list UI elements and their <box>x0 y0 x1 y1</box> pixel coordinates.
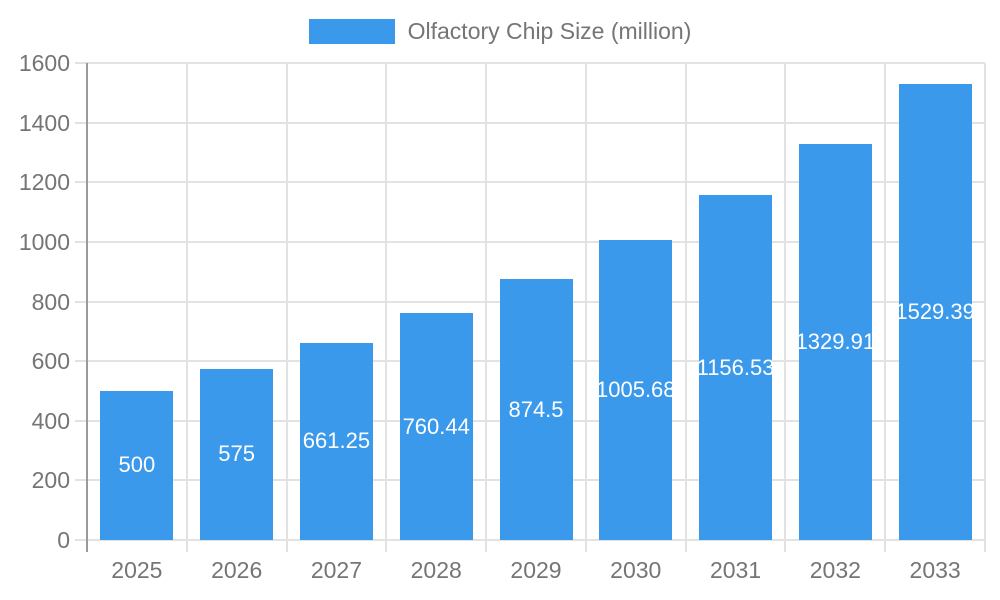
x-axis-label: 2030 <box>610 557 662 583</box>
bar-2025[interactable] <box>100 390 174 540</box>
x-axis-label: 2031 <box>709 557 762 583</box>
bar-value-label: 874.5 <box>508 396 564 422</box>
x-axis-label: 2032 <box>809 557 861 583</box>
x-tick-mark <box>684 540 687 552</box>
gridline-h <box>87 121 985 124</box>
x-tick-mark <box>784 540 787 552</box>
y-axis-line <box>86 63 88 552</box>
legend-label: Olfactory Chip Size (million) <box>407 18 692 44</box>
bar-2027[interactable] <box>299 342 373 540</box>
y-axis-label: 400 <box>31 407 70 434</box>
gridline-h <box>87 62 985 64</box>
bar-value-label: 500 <box>118 452 156 478</box>
gridline-v <box>984 63 986 540</box>
y-tick-mark <box>75 539 87 541</box>
y-axis-label: 1400 <box>18 109 70 136</box>
gridline-v <box>584 63 587 540</box>
x-tick-mark <box>285 540 288 552</box>
y-tick-mark <box>75 360 87 363</box>
gridline-v <box>784 63 787 540</box>
bar-2028[interactable] <box>399 313 473 540</box>
bar-value-label: 1529.39 <box>895 299 975 325</box>
bar-value-label: 1156.53 <box>696 354 775 380</box>
bar-2029[interactable] <box>499 279 573 540</box>
gridline-v <box>884 63 887 540</box>
y-axis-label: 1000 <box>18 228 70 255</box>
y-axis-label: 600 <box>31 348 70 375</box>
legend-swatch <box>308 19 395 44</box>
bar-2026[interactable] <box>200 368 274 540</box>
x-axis-label: 2029 <box>510 557 562 583</box>
y-tick-mark <box>75 181 87 184</box>
x-tick-mark <box>385 540 388 552</box>
gridline-h <box>87 240 985 243</box>
y-tick-mark <box>75 419 87 422</box>
y-tick-mark <box>75 240 87 243</box>
x-tick-mark <box>584 540 587 552</box>
y-axis-label: 800 <box>31 288 70 315</box>
bar-2030[interactable] <box>599 240 673 540</box>
x-axis-label: 2028 <box>410 557 462 583</box>
gridline-v <box>285 63 288 540</box>
bar-2031[interactable] <box>699 195 773 540</box>
bar-value-label: 575 <box>218 441 256 467</box>
y-axis-label: 1200 <box>18 169 70 196</box>
x-axis-label: 2033 <box>909 557 961 583</box>
bar-value-label: 1329.91 <box>795 328 876 354</box>
gridline-v <box>684 63 687 540</box>
y-tick-mark <box>75 300 87 303</box>
x-tick-mark <box>185 540 188 552</box>
y-axis-label: 200 <box>31 467 70 494</box>
gridline-v <box>385 63 388 540</box>
bar-value-label: 760.44 <box>402 413 470 439</box>
bar-2032[interactable] <box>798 143 872 540</box>
legend[interactable]: Olfactory Chip Size (million) <box>0 18 1000 45</box>
y-axis-label: 0 <box>57 527 70 553</box>
x-tick-mark <box>485 540 488 552</box>
gridline-h <box>87 181 985 184</box>
y-tick-mark <box>75 121 87 124</box>
gridline-h <box>87 539 985 541</box>
gridline-v <box>185 63 188 540</box>
y-tick-mark <box>75 479 87 482</box>
bar-2033[interactable] <box>898 84 972 540</box>
bar-value-label: 661.25 <box>302 428 371 454</box>
bar-value-label: 1005.68 <box>596 377 676 403</box>
x-axis-label: 2027 <box>310 557 363 583</box>
y-axis-label: 1600 <box>18 50 70 76</box>
gridline-v <box>485 63 488 540</box>
y-tick-mark <box>75 62 87 64</box>
x-axis-label: 2025 <box>111 557 163 583</box>
x-axis-label: 2026 <box>211 557 263 583</box>
x-tick-mark <box>884 540 887 552</box>
x-tick-mark <box>984 540 986 552</box>
